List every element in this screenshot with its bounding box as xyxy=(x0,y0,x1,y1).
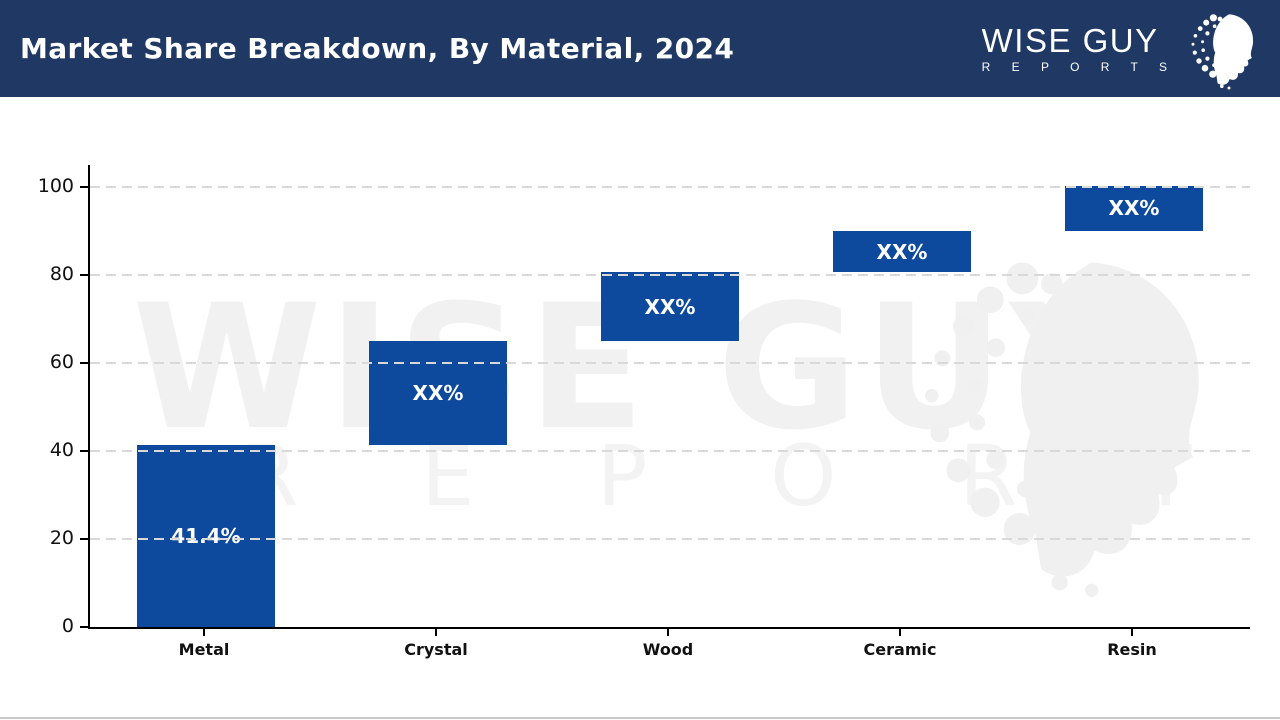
bar-resin: XX% xyxy=(1065,185,1203,231)
page-title: Market Share Breakdown, By Material, 202… xyxy=(20,32,735,65)
y-axis-tick-mark xyxy=(80,626,88,628)
bar-crystal: XX% xyxy=(369,341,507,445)
x-axis-label-metal: Metal xyxy=(178,640,230,659)
x-axis-label-wood: Wood xyxy=(642,640,694,659)
y-axis-tick-mark xyxy=(80,186,88,188)
brand-name: WISE GUY xyxy=(981,22,1159,59)
bar-metal: 41.4% xyxy=(137,444,275,627)
brand-tagline: R E P O R T S xyxy=(981,60,1176,74)
x-axis-tick-mark xyxy=(435,629,437,636)
footer-divider xyxy=(0,717,1280,719)
header: Market Share Breakdown, By Material, 202… xyxy=(0,0,1280,97)
brand-logo: WISE GUY R E P O R T S xyxy=(982,7,1266,91)
x-axis-tick-mark xyxy=(667,629,669,636)
y-axis-tick-label: 20 xyxy=(49,527,74,549)
x-axis-label-resin: Resin xyxy=(1107,640,1157,659)
bar-wood: XX% xyxy=(601,272,739,341)
gridline-40 xyxy=(90,450,1250,452)
y-axis-tick-mark xyxy=(80,450,88,452)
gridline-100 xyxy=(90,186,1250,188)
brand-logo-text: WISE GUY R E P O R T S xyxy=(982,24,1176,73)
x-axis-label-ceramic: Ceramic xyxy=(863,640,937,659)
x-axis-tick-mark xyxy=(1131,629,1133,636)
bar-ceramic: XX% xyxy=(833,231,971,273)
y-axis-tick-label: 40 xyxy=(49,439,74,461)
bar-value-label: XX% xyxy=(644,294,696,319)
bar-value-label: XX% xyxy=(876,239,928,264)
y-axis-tick-mark xyxy=(80,362,88,364)
gridline-60 xyxy=(90,362,1250,364)
y-axis-tick-label: 100 xyxy=(37,175,74,197)
y-axis-tick-label: 60 xyxy=(49,351,74,373)
bar-value-label: 41.4% xyxy=(171,523,241,548)
bar-value-label: XX% xyxy=(1108,196,1160,221)
y-axis-tick-label: 0 xyxy=(61,615,74,637)
gridline-20 xyxy=(90,538,1250,540)
y-axis-tick-label: 80 xyxy=(49,263,74,285)
y-axis-tick-mark xyxy=(80,274,88,276)
y-axis-tick-mark xyxy=(80,538,88,540)
gridline-80 xyxy=(90,274,1250,276)
x-axis-tick-mark xyxy=(899,629,901,636)
face-profile-icon xyxy=(1191,13,1254,89)
x-axis-label-crystal: Crystal xyxy=(404,640,468,659)
plot-area: 41.4% XX% XX% XX% XX% xyxy=(88,165,1250,629)
bar-value-label: XX% xyxy=(412,380,464,405)
x-axis-tick-mark xyxy=(203,629,205,636)
